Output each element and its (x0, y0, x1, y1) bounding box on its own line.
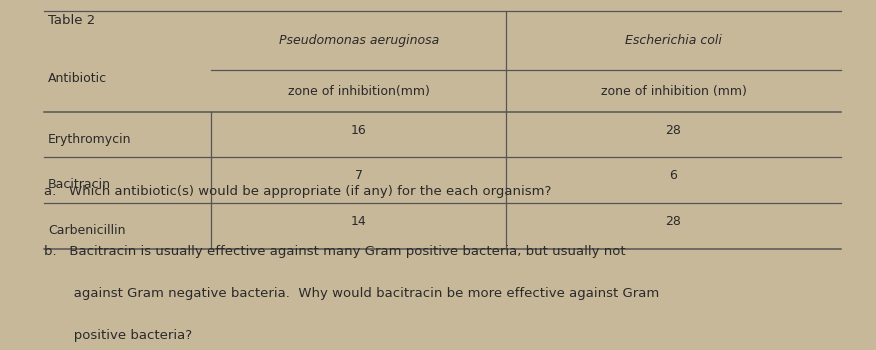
Text: b.   Bacitracin is usually effective against many Gram positive bacteria, but us: b. Bacitracin is usually effective again… (44, 245, 625, 258)
Text: 16: 16 (350, 124, 366, 137)
Text: 28: 28 (666, 124, 682, 137)
Text: 28: 28 (666, 215, 682, 228)
Text: Escherichia coli: Escherichia coli (625, 34, 722, 47)
Text: 6: 6 (669, 169, 677, 182)
Text: Bacitracin: Bacitracin (48, 178, 111, 191)
Text: Erythromycin: Erythromycin (48, 133, 131, 146)
Text: zone of inhibition (mm): zone of inhibition (mm) (601, 84, 746, 98)
Text: positive bacteria?: positive bacteria? (44, 329, 192, 342)
Text: against Gram negative bacteria.  Why would bacitracin be more effective against : against Gram negative bacteria. Why woul… (44, 287, 659, 300)
Text: zone of inhibition(mm): zone of inhibition(mm) (287, 84, 429, 98)
Text: Antibiotic: Antibiotic (48, 72, 107, 85)
Text: Table 2: Table 2 (48, 14, 95, 27)
Text: a.   Which antibiotic(s) would be appropriate (if any) for the each organism?: a. Which antibiotic(s) would be appropri… (44, 186, 551, 198)
Text: Pseudomonas aeruginosa: Pseudomonas aeruginosa (279, 34, 439, 47)
Text: Carbenicillin: Carbenicillin (48, 224, 125, 237)
Text: 7: 7 (355, 169, 363, 182)
Text: 14: 14 (350, 215, 366, 228)
